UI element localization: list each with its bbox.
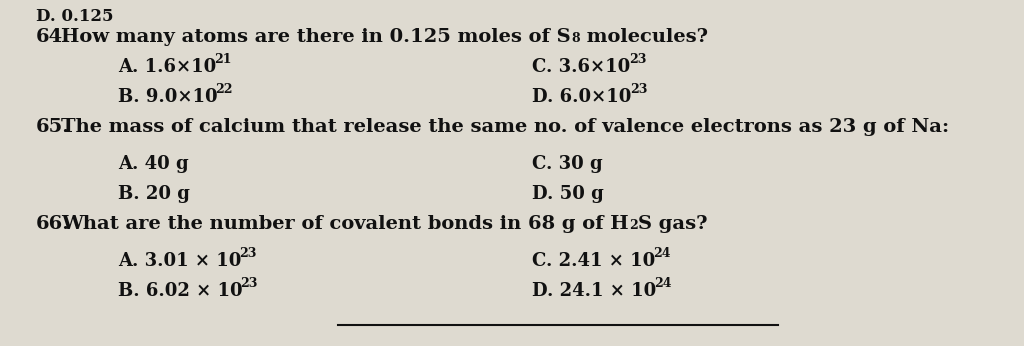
Text: 66.: 66. bbox=[36, 215, 70, 233]
Text: 23: 23 bbox=[240, 277, 257, 290]
Text: 65.: 65. bbox=[36, 118, 70, 136]
Text: 21: 21 bbox=[214, 53, 231, 66]
Text: B. 6.02 × 10: B. 6.02 × 10 bbox=[118, 282, 243, 300]
Text: 23: 23 bbox=[630, 83, 647, 96]
Text: C. 3.6×10: C. 3.6×10 bbox=[532, 58, 631, 76]
Text: C. 2.41 × 10: C. 2.41 × 10 bbox=[532, 252, 655, 270]
Text: B. 20 g: B. 20 g bbox=[118, 185, 189, 203]
Text: B. 9.0×10: B. 9.0×10 bbox=[118, 88, 217, 106]
Text: 23: 23 bbox=[629, 53, 646, 66]
Text: 23: 23 bbox=[239, 247, 256, 260]
Text: A. 40 g: A. 40 g bbox=[118, 155, 188, 173]
Text: 2: 2 bbox=[629, 219, 638, 231]
Text: How many atoms are there in 0.125 moles of S: How many atoms are there in 0.125 moles … bbox=[61, 28, 571, 46]
Text: D. 24.1 × 10: D. 24.1 × 10 bbox=[532, 282, 656, 300]
Text: C. 30 g: C. 30 g bbox=[532, 155, 603, 173]
Text: D. 50 g: D. 50 g bbox=[532, 185, 604, 203]
Text: The mass of calcium that release the same no. of valence electrons as 23 g of Na: The mass of calcium that release the sam… bbox=[61, 118, 949, 136]
Text: 24: 24 bbox=[653, 247, 671, 260]
Text: 22: 22 bbox=[215, 83, 232, 96]
Text: 24: 24 bbox=[654, 277, 672, 290]
Text: 64.: 64. bbox=[36, 28, 70, 46]
Text: S gas?: S gas? bbox=[638, 215, 708, 233]
Text: A. 3.01 × 10: A. 3.01 × 10 bbox=[118, 252, 241, 270]
Text: What are the number of covalent bonds in 68 g of H: What are the number of covalent bonds in… bbox=[61, 215, 629, 233]
Text: D. 0.125: D. 0.125 bbox=[36, 8, 114, 25]
Text: 8: 8 bbox=[571, 31, 580, 45]
Text: molecules?: molecules? bbox=[580, 28, 708, 46]
Text: D. 6.0×10: D. 6.0×10 bbox=[532, 88, 632, 106]
Text: A. 1.6×10: A. 1.6×10 bbox=[118, 58, 216, 76]
